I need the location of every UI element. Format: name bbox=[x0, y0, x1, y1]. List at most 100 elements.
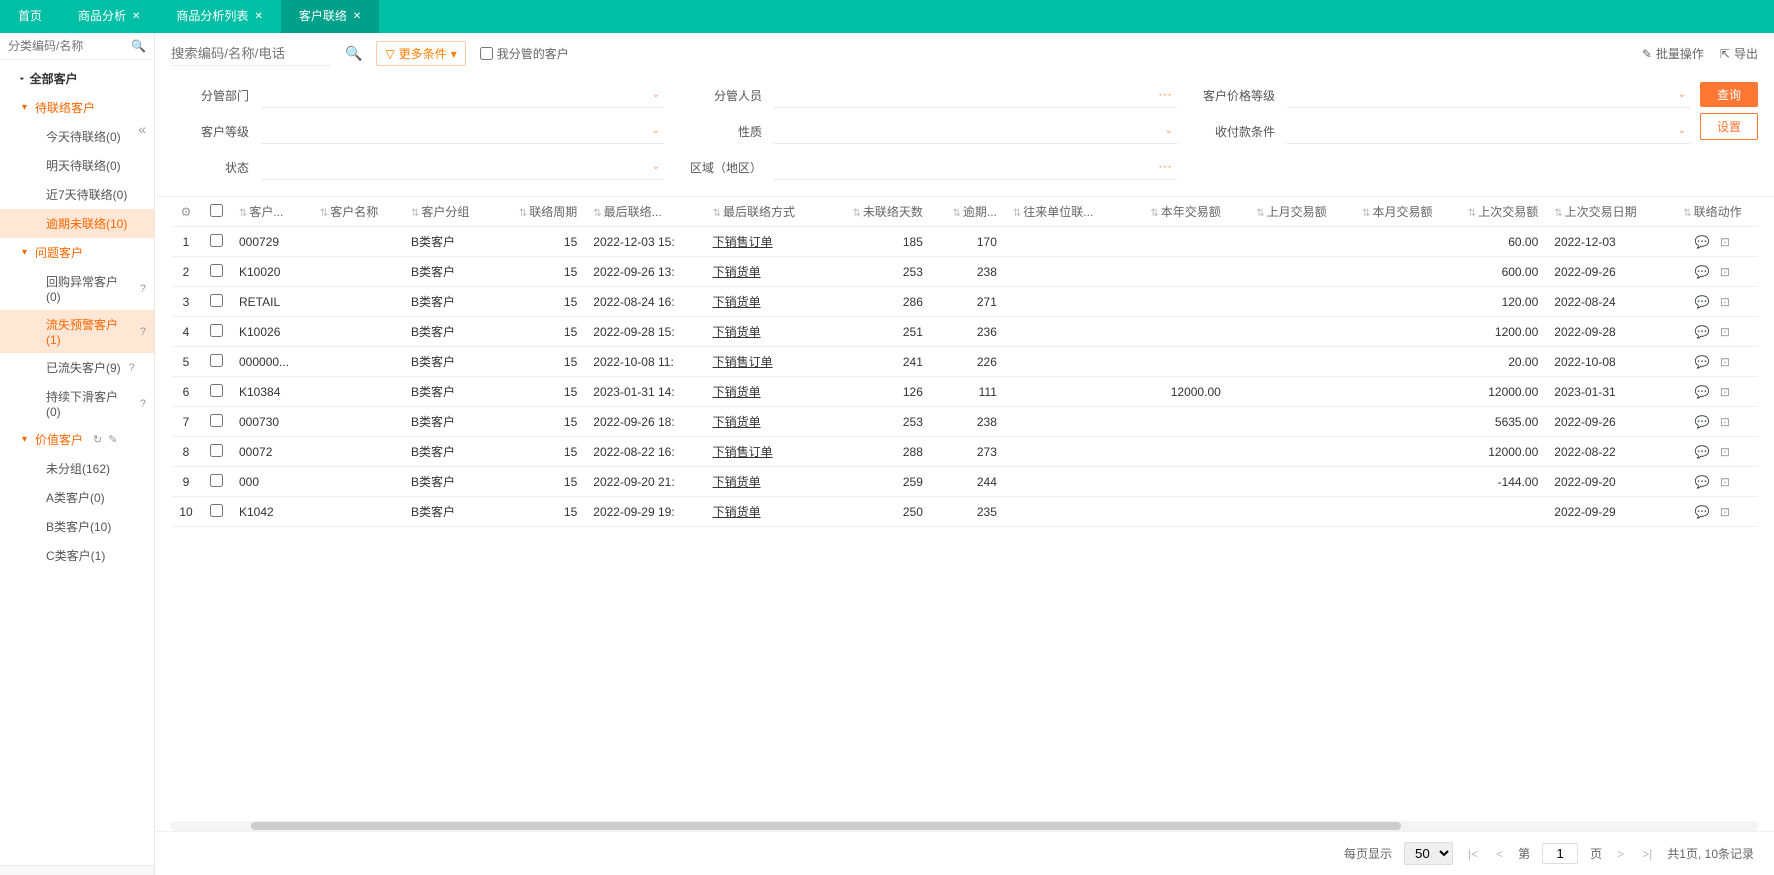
row-checkbox[interactable] bbox=[210, 474, 223, 487]
filter-input[interactable]: ⌄ bbox=[1287, 82, 1690, 108]
last-page-icon[interactable]: >| bbox=[1639, 847, 1655, 861]
column-header[interactable]: 未联络天数 bbox=[825, 197, 931, 227]
column-header[interactable]: 最后联络... bbox=[585, 197, 704, 227]
close-icon[interactable]: ✕ bbox=[254, 0, 262, 33]
chat-icon[interactable]: 💬 bbox=[1695, 475, 1710, 489]
column-header[interactable]: 客户名称 bbox=[312, 197, 403, 227]
row-checkbox[interactable] bbox=[210, 504, 223, 517]
scrollbar-thumb[interactable] bbox=[251, 822, 1401, 830]
collapse-icon[interactable]: « bbox=[138, 121, 146, 137]
per-page-select[interactable]: 50 bbox=[1404, 842, 1453, 865]
more-conditions-button[interactable]: ▽更多条件▾ bbox=[376, 41, 465, 66]
sidebar-item-0-1[interactable]: 明天待联络(0) bbox=[0, 151, 154, 180]
column-header[interactable]: 客户... bbox=[231, 197, 312, 227]
row-checkbox[interactable] bbox=[210, 414, 223, 427]
sidebar-item-2-1[interactable]: A类客户(0) bbox=[0, 483, 154, 512]
edit-icon[interactable]: ✎ bbox=[108, 433, 117, 446]
checkbox[interactable] bbox=[480, 47, 493, 60]
row-checkbox[interactable] bbox=[210, 444, 223, 457]
column-header[interactable]: 往来单位联... bbox=[1005, 197, 1123, 227]
prev-page-icon[interactable]: < bbox=[1493, 847, 1506, 861]
link[interactable]: 下销货单 bbox=[713, 385, 761, 399]
table-row[interactable]: 7000730B类客户152022-09-26 18:下销货单253238563… bbox=[171, 407, 1758, 437]
more-icon[interactable]: ⊡ bbox=[1720, 235, 1730, 249]
sidebar-item-2-0[interactable]: 未分组(162) bbox=[0, 454, 154, 483]
table-row[interactable]: 6K10384B类客户152023-01-31 14:下销货单126111120… bbox=[171, 377, 1758, 407]
column-header[interactable]: 联络周期 bbox=[494, 197, 585, 227]
help-icon[interactable]: ? bbox=[140, 398, 146, 410]
more-icon[interactable]: ⊡ bbox=[1720, 325, 1730, 339]
help-icon[interactable]: ? bbox=[129, 362, 135, 374]
table-row[interactable]: 3RETAILB类客户152022-08-24 16:下销货单286271120… bbox=[171, 287, 1758, 317]
row-checkbox[interactable] bbox=[210, 234, 223, 247]
filter-input[interactable]: ⌄ bbox=[261, 154, 664, 180]
chat-icon[interactable]: 💬 bbox=[1695, 265, 1710, 279]
horizontal-scrollbar[interactable] bbox=[171, 821, 1758, 831]
search-icon[interactable]: 🔍 bbox=[345, 45, 362, 62]
chat-icon[interactable]: 💬 bbox=[1695, 385, 1710, 399]
sidebar-group-2[interactable]: 价值客户↻✎ bbox=[0, 425, 154, 454]
sidebar-item-2-3[interactable]: C类客户(1) bbox=[0, 541, 154, 570]
more-icon[interactable]: ⊡ bbox=[1720, 415, 1730, 429]
sidebar-item-0-3[interactable]: 逾期未联络(10) bbox=[0, 209, 154, 238]
row-checkbox[interactable] bbox=[210, 384, 223, 397]
more-icon[interactable]: ⊡ bbox=[1720, 445, 1730, 459]
column-header[interactable]: 上月交易额 bbox=[1229, 197, 1335, 227]
link[interactable]: 下销货单 bbox=[713, 475, 761, 489]
column-header[interactable]: 本年交易额 bbox=[1123, 197, 1229, 227]
sidebar-item-2-2[interactable]: B类客户(10) bbox=[0, 512, 154, 541]
sidebar-item-1-3[interactable]: 持续下滑客户(0)? bbox=[0, 382, 154, 425]
chat-icon[interactable]: 💬 bbox=[1695, 325, 1710, 339]
link[interactable]: 下销售订单 bbox=[713, 235, 773, 249]
more-icon[interactable]: ⊡ bbox=[1720, 265, 1730, 279]
sidebar-item-0-2[interactable]: 近7天待联络(0) bbox=[0, 180, 154, 209]
more-icon[interactable]: ⊡ bbox=[1720, 295, 1730, 309]
more-icon[interactable]: ⊡ bbox=[1720, 355, 1730, 369]
link[interactable]: 下销货单 bbox=[713, 265, 761, 279]
page-input[interactable] bbox=[1542, 843, 1578, 864]
filter-input[interactable]: ⌄ bbox=[261, 82, 664, 108]
chat-icon[interactable]: 💬 bbox=[1695, 415, 1710, 429]
sidebar-search-input[interactable] bbox=[8, 39, 127, 53]
filter-input[interactable]: ⌄ bbox=[1287, 118, 1690, 144]
chat-icon[interactable]: 💬 bbox=[1695, 295, 1710, 309]
table-row[interactable]: 800072B类客户152022-08-22 16:下销售订单288273120… bbox=[171, 437, 1758, 467]
select-all-checkbox[interactable] bbox=[210, 204, 223, 217]
gear-column[interactable]: ⚙ bbox=[171, 197, 201, 227]
sidebar-item-1-1[interactable]: 流失预警客户(1)? bbox=[0, 310, 154, 353]
next-page-icon[interactable]: > bbox=[1614, 847, 1627, 861]
table-row[interactable]: 5000000...B类客户152022-10-08 11:下销售订单24122… bbox=[171, 347, 1758, 377]
table-row[interactable]: 2K10020B类客户152022-09-26 13:下销货单253238600… bbox=[171, 257, 1758, 287]
more-icon[interactable]: ⊡ bbox=[1720, 385, 1730, 399]
chat-icon[interactable]: 💬 bbox=[1695, 235, 1710, 249]
tab-1[interactable]: 商品分析✕ bbox=[60, 0, 158, 33]
link[interactable]: 下销售订单 bbox=[713, 445, 773, 459]
my-customers-checkbox[interactable]: 我分管的客户 bbox=[480, 45, 569, 62]
sidebar-item-1-0[interactable]: 回购异常客户(0)? bbox=[0, 267, 154, 310]
link[interactable]: 下销货单 bbox=[713, 295, 761, 309]
search-icon[interactable]: 🔍 bbox=[131, 39, 146, 53]
chat-icon[interactable]: 💬 bbox=[1695, 355, 1710, 369]
sidebar-scrollbar[interactable] bbox=[0, 865, 154, 875]
help-icon[interactable]: ? bbox=[140, 326, 146, 338]
search-input[interactable] bbox=[171, 42, 331, 66]
row-checkbox[interactable] bbox=[210, 324, 223, 337]
row-checkbox[interactable] bbox=[210, 354, 223, 367]
row-checkbox[interactable] bbox=[210, 264, 223, 277]
link[interactable]: 下销货单 bbox=[713, 325, 761, 339]
column-header[interactable]: 上次交易额 bbox=[1440, 197, 1546, 227]
help-icon[interactable]: ? bbox=[140, 283, 146, 295]
column-header[interactable]: 客户分组 bbox=[403, 197, 494, 227]
query-button[interactable]: 查询 bbox=[1700, 82, 1758, 107]
sidebar-group-1[interactable]: 问题客户 bbox=[0, 238, 154, 267]
column-header[interactable]: 最后联络方式 bbox=[705, 197, 826, 227]
filter-input[interactable]: ⋯ bbox=[774, 82, 1177, 108]
sidebar-item-1-2[interactable]: 已流失客户(9)? bbox=[0, 353, 154, 382]
sidebar-group-0[interactable]: 待联络客户 bbox=[0, 93, 154, 122]
chat-icon[interactable]: 💬 bbox=[1695, 505, 1710, 519]
batch-button[interactable]: ✎批量操作 bbox=[1642, 45, 1704, 62]
filter-input[interactable]: ⌄ bbox=[774, 118, 1177, 144]
tab-0[interactable]: 首页 bbox=[0, 0, 60, 33]
table-row[interactable]: 4K10026B类客户152022-09-28 15:下销货单251236120… bbox=[171, 317, 1758, 347]
settings-button[interactable]: 设置 bbox=[1700, 113, 1758, 140]
